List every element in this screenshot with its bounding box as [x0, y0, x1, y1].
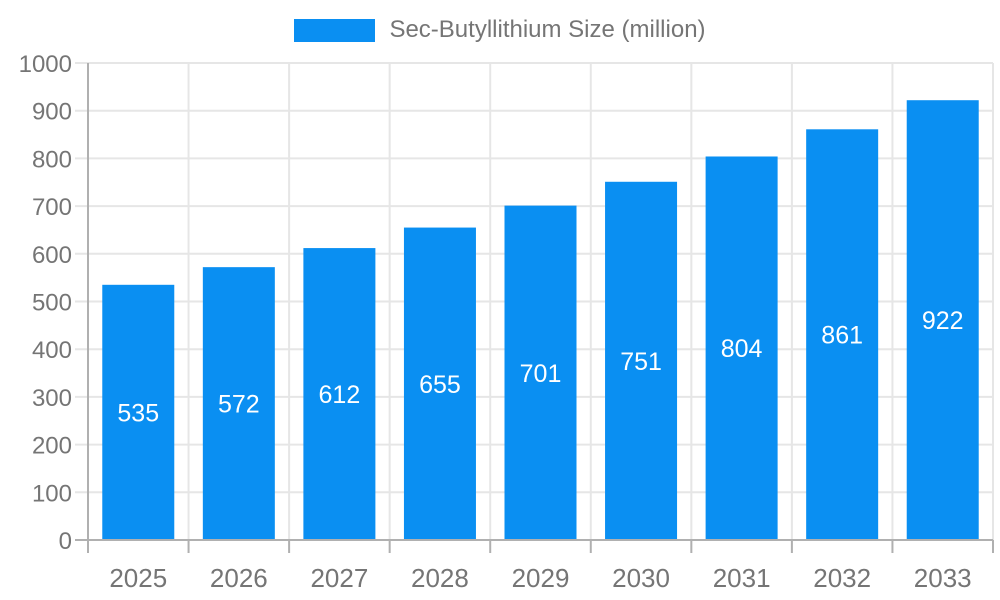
bar — [102, 284, 175, 540]
y-tick-label: 200 — [32, 433, 72, 460]
bar — [504, 205, 577, 541]
y-tick-label: 300 — [32, 385, 72, 412]
bar-value-label: 922 — [922, 307, 964, 335]
bar — [605, 181, 678, 540]
legend-swatch — [294, 18, 376, 42]
y-tick-label: 100 — [32, 480, 72, 507]
bar — [403, 227, 476, 540]
x-tick-label: 2025 — [109, 563, 167, 593]
bar-value-label: 612 — [319, 381, 361, 409]
x-tick-label: 2027 — [310, 563, 368, 593]
x-tick-label: 2028 — [411, 563, 469, 593]
y-tick-label: 400 — [32, 337, 72, 364]
x-tick-label: 2033 — [914, 563, 972, 593]
bar-value-label: 572 — [218, 391, 260, 419]
bar-value-label: 751 — [620, 348, 662, 376]
bar — [202, 267, 275, 540]
y-tick-label: 800 — [32, 146, 72, 173]
y-tick-label: 900 — [32, 99, 72, 126]
x-tick-label: 2032 — [813, 563, 871, 593]
bar-value-label: 655 — [419, 371, 461, 399]
bar-value-label: 861 — [821, 322, 863, 350]
y-tick-label: 500 — [32, 290, 72, 317]
bar — [705, 156, 778, 540]
bar-value-label: 701 — [520, 360, 562, 388]
bar-value-label: 535 — [117, 399, 159, 427]
legend: Sec-Butyllithium Size (million) — [0, 16, 1000, 44]
x-tick-label: 2029 — [512, 563, 570, 593]
y-tick-label: 600 — [32, 242, 72, 269]
bar-value-label: 804 — [721, 335, 763, 363]
x-tick-label: 2030 — [612, 563, 670, 593]
bar — [906, 100, 979, 541]
bar — [806, 129, 879, 541]
y-tick-label: 700 — [32, 194, 72, 221]
x-tick-label: 2031 — [713, 563, 771, 593]
y-tick-label: 1000 — [19, 51, 72, 78]
x-tick-label: 2026 — [210, 563, 268, 593]
y-tick-label: 0 — [59, 528, 72, 555]
bar — [303, 248, 376, 541]
legend-label: Sec-Butyllithium Size (million) — [389, 16, 706, 43]
